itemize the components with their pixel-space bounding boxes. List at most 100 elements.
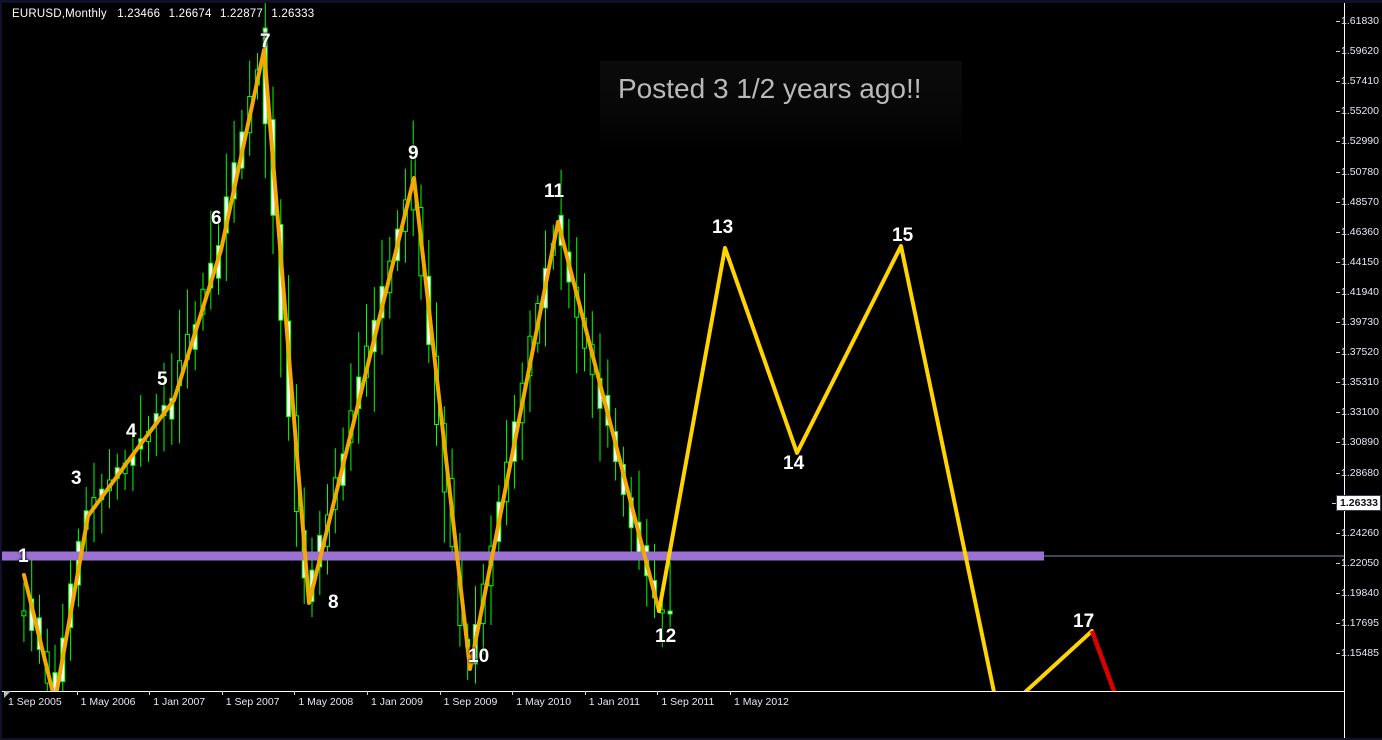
tick-mark	[730, 691, 731, 695]
date-value: 1 Sep 2009	[443, 696, 498, 708]
tick-mark	[1332, 502, 1337, 504]
tick-mark	[294, 691, 296, 695]
price-tick-label: 1.57410	[1336, 75, 1381, 88]
price-tick-label: 1.17695	[1336, 617, 1381, 629]
wave-label-14: 14	[783, 453, 805, 474]
wave-label-6: 6	[211, 208, 222, 229]
quote-high: 1.26674	[168, 8, 212, 20]
tick-mark	[149, 691, 151, 695]
wave-label-11: 11	[544, 181, 565, 202]
price-value: 1.19840	[1341, 586, 1379, 599]
price-value: 1.55200	[1341, 105, 1379, 118]
price-tick-label: 1.48570	[1336, 196, 1381, 208]
date-value: 1 Jan 2007	[153, 696, 206, 708]
price-value: 1.17695	[1341, 617, 1379, 629]
tick-mark	[1336, 382, 1341, 384]
tick-mark	[1336, 623, 1341, 624]
tick-mark	[1336, 231, 1341, 233]
annotation-box: Posted 3 1/2 years ago!!	[600, 61, 962, 149]
date-value: 1 Sep 2011	[661, 696, 715, 708]
tick-mark	[1336, 261, 1341, 263]
price-tick-label: 1.52990	[1336, 135, 1381, 148]
axis-start-marker	[4, 691, 11, 698]
date-value: 1 Sep 2005	[8, 696, 62, 708]
time-axis[interactable]: 1 Sep 2005 1 May 2006 1 Jan 2007 1 Sep 2007…	[2, 691, 1346, 717]
price-value: 1.39730	[1341, 316, 1379, 328]
symbol-label: EURUSD,Monthly	[12, 8, 107, 20]
tick-mark	[1336, 322, 1341, 323]
price-tick-label: 1.41940	[1336, 285, 1381, 298]
time-axis-label: 1 May 2008	[294, 691, 354, 708]
time-axis-label: 1 Sep 2007	[221, 691, 280, 708]
time-axis-label: 1 Jan 2011	[584, 691, 640, 708]
quote-low: 1.22877	[220, 8, 263, 20]
forecast-wave-line	[657, 244, 1094, 717]
plot-area[interactable]: 123456789101112131415161718 Posted 3 1/2…	[2, 3, 1346, 717]
price-value: 1.15485	[1341, 647, 1379, 660]
price-value: 1.33100	[1341, 406, 1379, 419]
quote-close: 1.26333	[271, 8, 315, 20]
price-tick-label: 1.55200	[1336, 105, 1381, 118]
price-value: 1.28680	[1341, 466, 1379, 479]
price-tick-label: 1.39730	[1336, 316, 1381, 328]
current-price-label: 1.26333	[1332, 494, 1381, 511]
price-tick-label: 1.24260	[1336, 526, 1381, 539]
tick-mark	[1336, 472, 1341, 474]
candle-body	[667, 610, 673, 615]
price-tick-label: 1.15485	[1336, 647, 1381, 660]
tick-mark	[1336, 201, 1341, 203]
tick-mark	[657, 691, 659, 695]
tick-mark	[367, 691, 368, 695]
price-value: 1.57410	[1341, 75, 1379, 88]
price-value: 1.37520	[1341, 346, 1379, 359]
time-axis-label: 1 May 2012	[730, 691, 789, 708]
price-value: 1.41940	[1341, 285, 1379, 298]
price-value: 1.50780	[1341, 165, 1379, 178]
historical-wave-line	[22, 48, 661, 703]
price-value: 1.30890	[1341, 436, 1379, 449]
price-tick-label: 1.59620	[1336, 45, 1381, 57]
tick-mark	[1336, 532, 1341, 534]
price-value: 1.24260	[1341, 526, 1379, 539]
date-value: 1 May 2012	[734, 696, 789, 708]
price-tick-label: 1.35310	[1336, 376, 1381, 389]
tick-mark	[1336, 81, 1341, 83]
tick-mark	[1336, 291, 1341, 293]
time-axis-label: 1 Jan 2007	[149, 691, 206, 708]
time-axis-label: 1 Sep 2009	[439, 691, 498, 708]
price-tick-label: 1.28680	[1336, 466, 1381, 479]
time-axis-label: 1 May 2010	[512, 691, 571, 708]
tick-mark	[1336, 21, 1341, 22]
tick-mark	[584, 691, 586, 695]
price-value: 1.26333	[1340, 496, 1378, 509]
date-value: 1 May 2008	[298, 696, 354, 708]
date-value: 1 Sep 2007	[225, 696, 280, 708]
price-value: 1.52990	[1341, 135, 1379, 148]
time-axis-label: 1 Jan 2009	[367, 691, 423, 708]
tick-mark	[1336, 412, 1341, 414]
quote-open: 1.23466	[117, 8, 161, 20]
date-value: 1 May 2006	[80, 696, 136, 708]
tick-mark	[512, 691, 514, 695]
price-tick-label: 1.33100	[1336, 406, 1381, 419]
tick-mark	[1336, 592, 1341, 594]
wave-label-5: 5	[157, 369, 168, 390]
wave-label-17: 17	[1073, 611, 1095, 632]
wave-label-8: 8	[328, 592, 339, 613]
price-value: 1.46360	[1341, 225, 1379, 238]
price-tick-label: 1.61830	[1336, 15, 1381, 27]
wave-label-3: 3	[71, 468, 82, 489]
date-value: 1 Jan 2009	[371, 696, 423, 708]
tick-mark	[1336, 352, 1341, 354]
price-value: 1.35310	[1341, 376, 1379, 389]
price-scale[interactable]: 1.61830 1.59620 1.57410 1.55200 1.52990 1.507…	[1332, 3, 1382, 738]
tick-mark	[439, 691, 441, 695]
tick-mark	[1336, 442, 1341, 444]
wave-label-4: 4	[126, 421, 137, 442]
date-value: 1 Jan 2011	[588, 696, 640, 708]
price-tick-label: 1.44150	[1336, 256, 1381, 268]
time-axis-label: 1 Sep 2005	[4, 691, 62, 708]
wave-label-15: 15	[892, 225, 914, 246]
wave-label-13: 13	[712, 217, 734, 238]
